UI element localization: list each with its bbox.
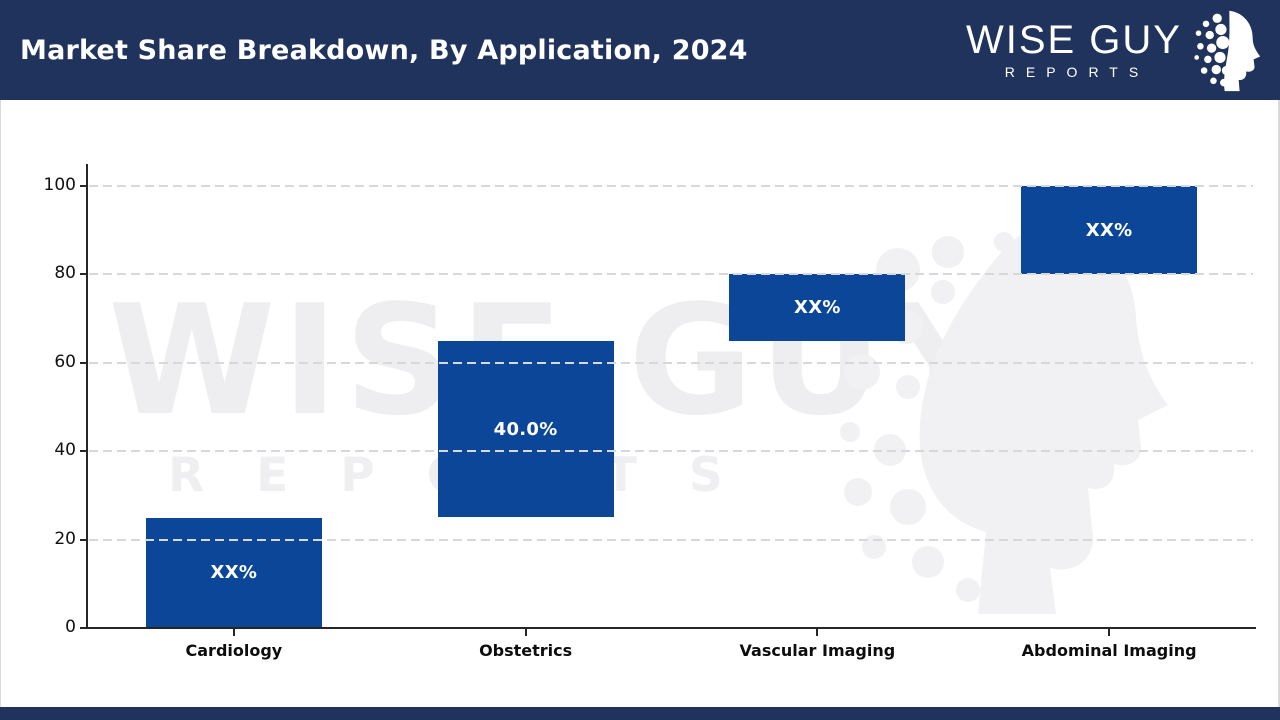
header-bar: Market Share Breakdown, By Application, … — [0, 0, 1280, 100]
y-tick-mark-100 — [80, 185, 87, 187]
brand-logo: WISE GUY REPORTS — [966, 6, 1262, 94]
y-tick-label-20: 20 — [54, 528, 76, 549]
gridline-40 — [89, 450, 1253, 453]
brand-head-icon — [1194, 10, 1261, 92]
bar-cardiology: XX% — [145, 517, 322, 628]
gridline-80 — [89, 273, 1253, 276]
y-tick-mark-60 — [80, 361, 87, 364]
y-axis-spine — [86, 164, 88, 629]
brand-logo-reports: REPORTS — [1004, 64, 1150, 80]
chart-title: Market Share Breakdown, By Application, … — [20, 34, 748, 66]
footer-bar — [0, 707, 1280, 720]
page-border-right — [1278, 100, 1280, 707]
bar-value-label: XX% — [210, 562, 258, 584]
y-tick-label-60: 60 — [54, 351, 76, 372]
page-border-left — [0, 100, 1, 707]
x-tick-mark-cardiology — [232, 629, 235, 636]
bar-vascular-imaging: XX% — [729, 274, 906, 341]
y-tick-label-80: 80 — [54, 263, 76, 284]
bar-value-label: XX% — [1085, 219, 1133, 241]
x-axis-spine — [86, 627, 1256, 629]
brand-logo-text: WISE GUY REPORTS — [966, 20, 1182, 80]
x-tick-mark-obstetrics — [524, 629, 527, 636]
gridline-100 — [89, 185, 1253, 187]
y-tick-label-100: 100 — [43, 175, 76, 195]
y-tick-mark-40 — [80, 450, 87, 453]
x-tick-mark-vascular-imaging — [816, 629, 819, 636]
x-tick-mark-abdominal-imaging — [1108, 629, 1111, 636]
y-tick-mark-0 — [80, 627, 87, 629]
bar-value-label: 40.0% — [493, 418, 558, 440]
bar-abdominal-imaging: XX% — [1021, 186, 1198, 275]
y-tick-label-0: 0 — [65, 617, 76, 637]
y-tick-mark-20 — [80, 538, 87, 541]
x-category-label-obstetrics: Obstetrics — [479, 641, 573, 660]
x-category-label-cardiology: Cardiology — [185, 641, 283, 660]
y-tick-mark-80 — [80, 273, 87, 276]
gridline-60 — [89, 361, 1253, 364]
bar-value-label: XX% — [794, 297, 841, 319]
x-category-label-vascular-imaging: Vascular Imaging — [739, 641, 896, 660]
brand-logo-wiseguy: WISE GUY — [965, 18, 1182, 62]
gridline-20 — [89, 538, 1253, 541]
y-tick-label-40: 40 — [54, 440, 76, 461]
x-category-label-abdominal-imaging: Abdominal Imaging — [1021, 641, 1197, 660]
bar-obstetrics: 40.0% — [437, 340, 614, 518]
